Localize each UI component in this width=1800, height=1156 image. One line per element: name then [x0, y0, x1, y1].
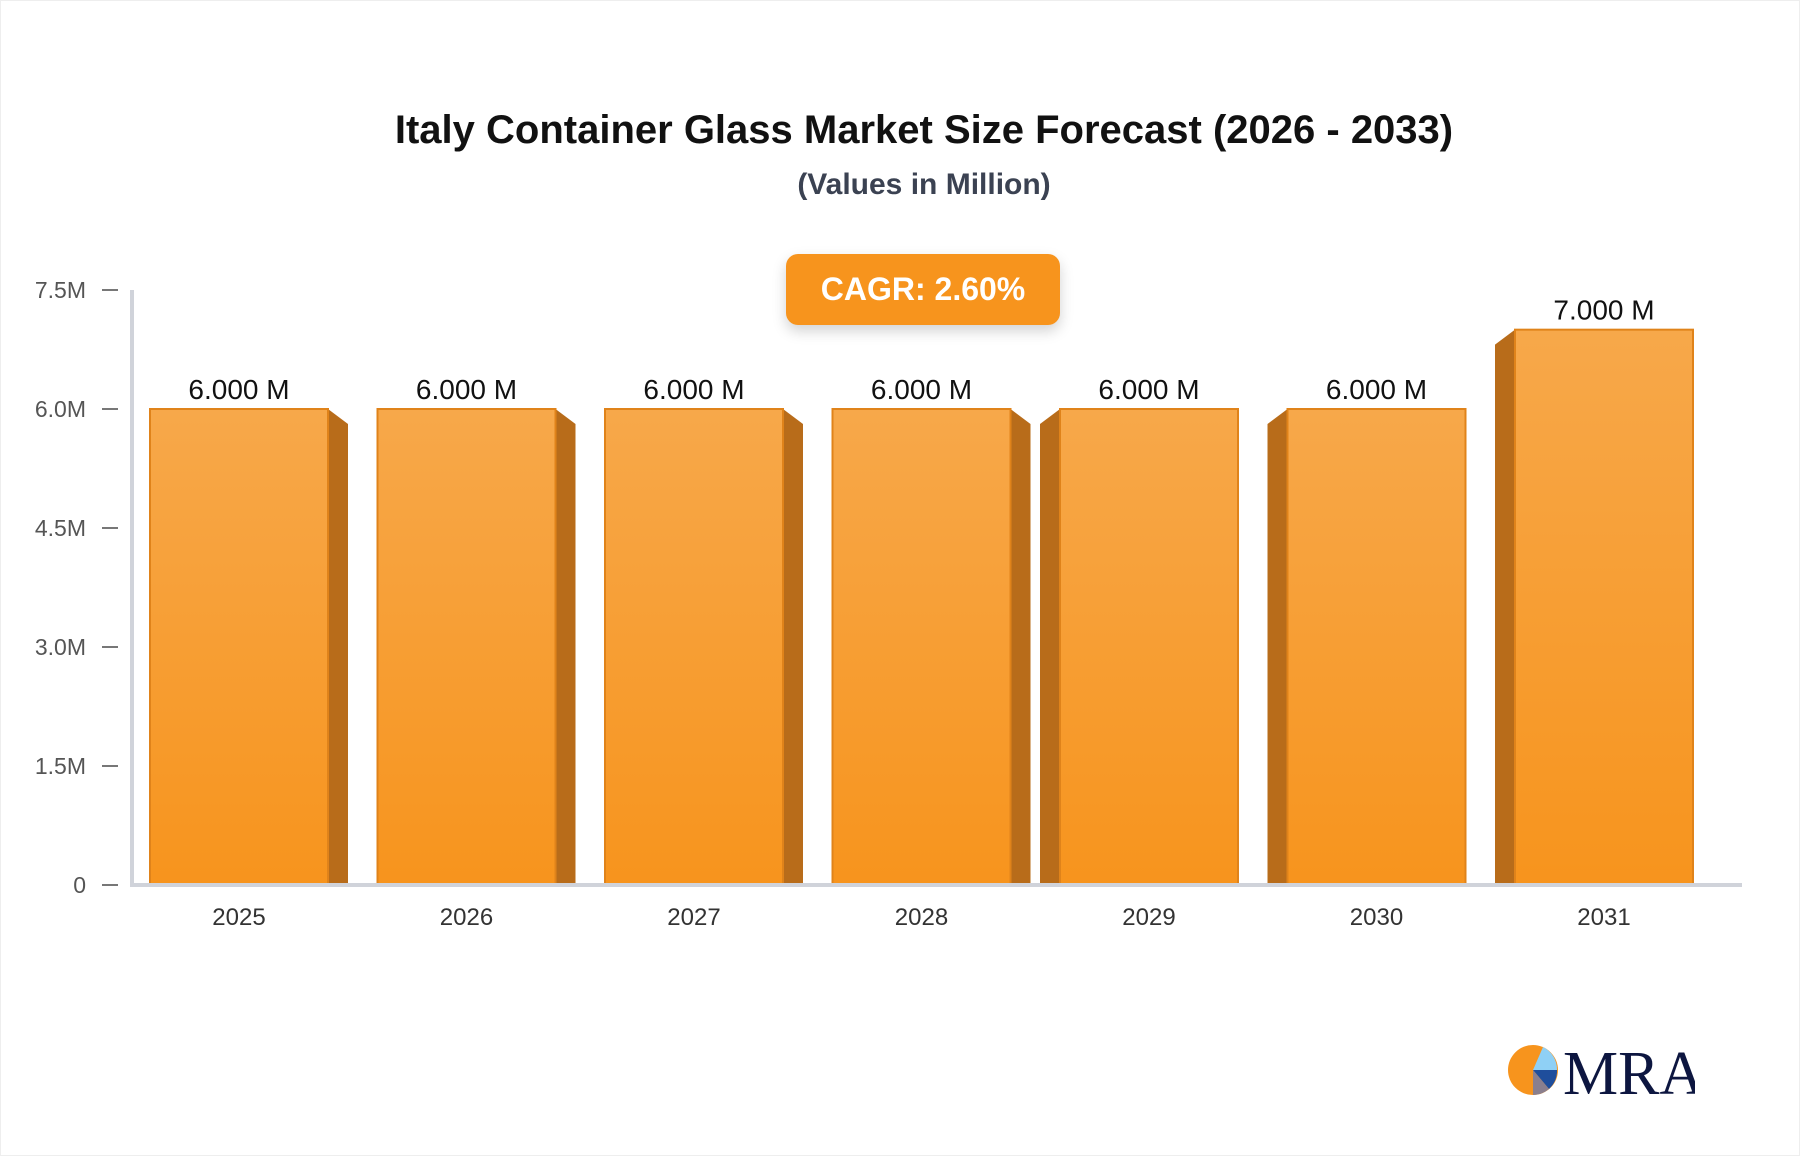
logo-text: MRA — [1563, 1040, 1695, 1100]
x-tick-label: 2025 — [212, 904, 265, 931]
bar — [1286, 408, 1467, 886]
bar-side — [1267, 409, 1288, 885]
bar-side — [1010, 409, 1031, 885]
chart-title: Italy Container Glass Market Size Foreca… — [394, 108, 1454, 152]
bar — [376, 408, 557, 886]
bar-value-label: 6.000 M — [188, 374, 289, 405]
bar-value-label: 6.000 M — [643, 374, 744, 405]
bar-side — [1495, 329, 1515, 886]
bar — [1514, 328, 1694, 886]
bar-value-label: 6.000 M — [871, 374, 972, 405]
x-tick-label: 2027 — [667, 904, 720, 931]
bar — [1059, 408, 1239, 886]
bar-side — [783, 409, 803, 885]
bar-side — [1040, 409, 1060, 885]
bar — [149, 408, 329, 886]
bar-value-label: 6.000 M — [1326, 374, 1427, 405]
y-tick-label: 4.5M — [35, 515, 86, 541]
y-tick-label: 7.5M — [35, 277, 86, 303]
cagr-badge: CAGR: 2.60% — [786, 254, 1060, 325]
mra-logo: MRA — [1508, 1040, 1695, 1100]
y-tick-label: 0 — [73, 872, 86, 898]
x-tick-label: 2030 — [1350, 904, 1403, 931]
bar-side — [328, 409, 348, 885]
y-tick-label: 1.5M — [35, 753, 86, 779]
bar — [604, 408, 784, 886]
x-tick-label: 2031 — [1577, 904, 1630, 931]
x-tick-label: 2028 — [895, 904, 948, 931]
chart-subtitle: (Values in Million) — [797, 168, 1051, 201]
y-tick-label: 3.0M — [35, 634, 86, 660]
bar-value-label: 6.000 M — [416, 374, 517, 405]
bar-value-label: 7.000 M — [1553, 295, 1654, 326]
x-tick-label: 2029 — [1122, 904, 1175, 931]
y-tick-label: 6.0M — [35, 396, 86, 422]
bar-side — [555, 409, 576, 885]
x-tick-label: 2026 — [440, 904, 493, 931]
bar-value-label: 6.000 M — [1098, 374, 1199, 405]
bar — [831, 408, 1012, 886]
